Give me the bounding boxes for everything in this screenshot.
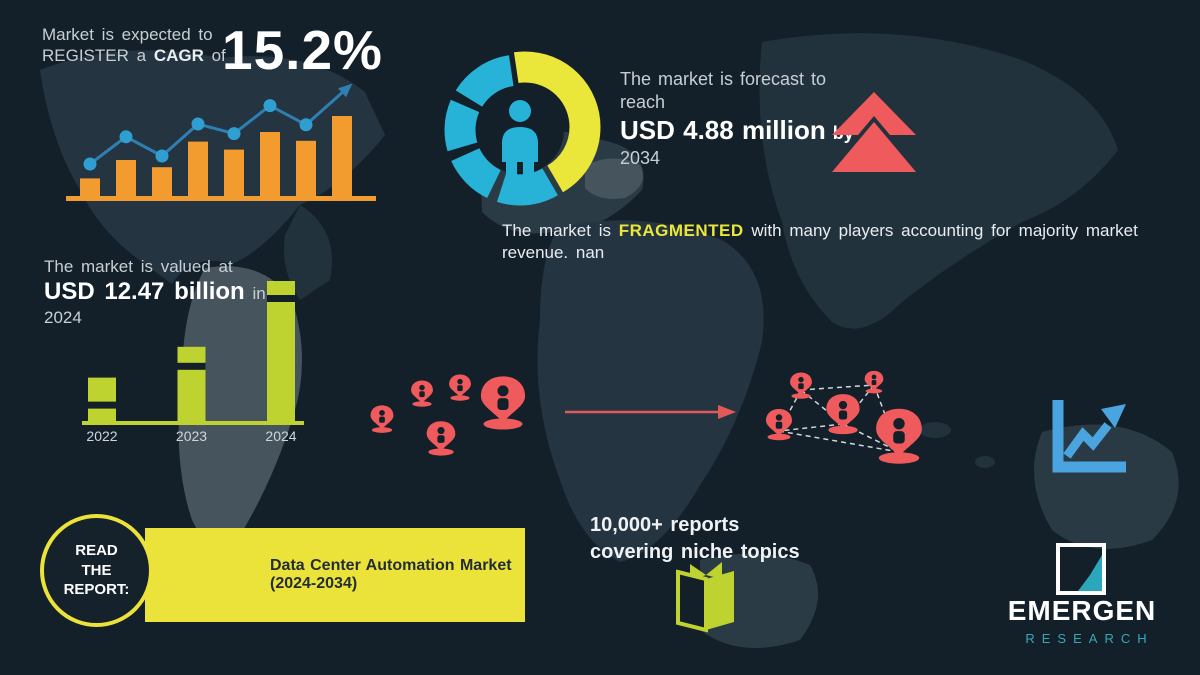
valuation-bar-chart: 2022 2023 2024 [82,281,304,444]
map-pin-icon [411,380,433,407]
expansion-arrow [565,405,736,419]
brand-swoosh-icon [1078,555,1102,591]
map-pin-icon [426,421,456,456]
map-pin-icon [790,372,812,399]
map-pin-icon [480,376,526,430]
map-pin-icon [876,408,922,464]
growth-chart-icon [1052,400,1126,473]
donut-cyan-segments [444,54,596,206]
donut-person-illustration [444,51,601,206]
brand-logo-mark[interactable] [1056,543,1106,595]
read-report-button[interactable]: READ THE REPORT: [40,514,153,627]
cagr-caption-line1: Market is expected to [42,25,213,44]
map-pin-icon [766,409,792,441]
open-book-icon [676,562,734,633]
valuation-value: USD 12.47 billion [44,278,245,306]
valuation-tick-label: 2023 [176,428,207,444]
cagr-trend-chart [66,83,376,201]
valuation-tick-label: 2022 [86,428,117,444]
double-up-arrow-icon [832,92,916,172]
forecast-year: 2034 [620,148,661,169]
valuation-tick-label: 2024 [265,428,296,444]
valuation-caption: The market is valued at USD 12.47 billio… [44,257,266,328]
brand-subtitle: RESEARCH [1025,631,1154,646]
map-pin-icon [864,370,884,394]
map-pin-icon [370,405,394,433]
map-pin-icon [826,394,860,435]
map-pin-icon [449,374,471,401]
person-icon [502,100,538,179]
donut-yellow-segment [449,51,601,203]
cagr-value: 15.2% [222,19,383,81]
forecast-value: USD 4.88 million [620,115,826,146]
report-banner-label: Data Center Automation Market (2024-2034… [270,557,512,592]
valuation-year: 2024 [44,308,82,328]
cagr-caption: Market is expected to REGISTER a CAGR of [42,25,226,66]
fragmented-highlight: FRAGMENTED [618,221,744,240]
report-banner[interactable]: Data Center Automation Market (2024-2034… [145,528,525,622]
reports-caption: 10,000+ reports covering niche topics [590,514,800,563]
fragmented-caption: The market is FRAGMENTED with many playe… [502,221,1138,262]
brand-name[interactable]: EMERGEN [1007,595,1157,626]
